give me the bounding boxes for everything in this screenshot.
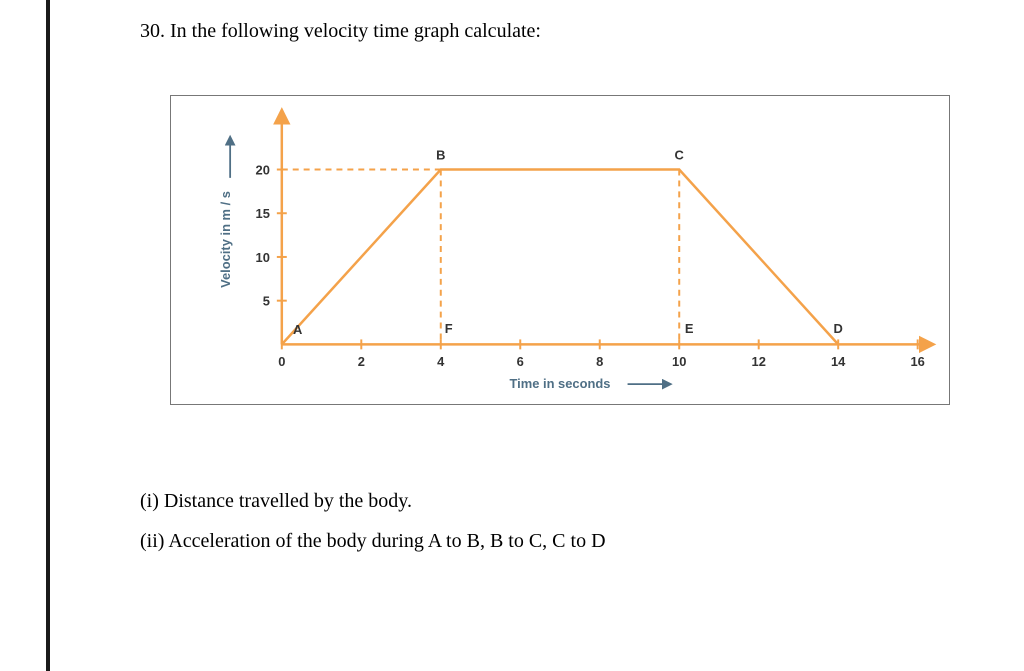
left-margin-bar — [46, 0, 50, 671]
x-tick-label: 14 — [831, 354, 846, 369]
x-tick-label: 10 — [672, 354, 686, 369]
point-label-e: E — [685, 321, 694, 336]
x-axis-label: Time in seconds — [510, 376, 611, 391]
point-label-b: B — [436, 148, 445, 163]
velocity-time-chart: 0 2 4 6 8 10 12 14 16 5 10 15 20 A B C D E F Time in second… — [170, 95, 950, 405]
part-label: (ii) — [140, 530, 164, 552]
point-label-f: F — [445, 321, 453, 336]
x-tick-label: 0 — [278, 354, 285, 369]
x-tick-label: 12 — [752, 354, 766, 369]
point-label-d: D — [834, 321, 843, 336]
question-part-i: (i) Distance travelled by the body. — [140, 490, 412, 513]
y-tick-label: 20 — [256, 162, 270, 177]
part-text: Distance travelled by the body. — [164, 490, 412, 512]
chart-svg: 0 2 4 6 8 10 12 14 16 5 10 15 20 A B C D E F Time in second… — [171, 96, 949, 404]
x-tick-label: 4 — [437, 354, 445, 369]
point-label-a: A — [293, 322, 302, 337]
question-title: 30. In the following velocity time graph… — [140, 20, 541, 43]
x-tick-label: 6 — [517, 354, 524, 369]
part-label: (i) — [140, 490, 159, 512]
question-number: 30. — [140, 20, 165, 42]
point-label-c: C — [675, 148, 684, 163]
question-part-ii: (ii) Acceleration of the body during A t… — [140, 530, 606, 553]
y-axis-label: Velocity in m / s — [218, 191, 233, 288]
y-tick-label: 10 — [256, 250, 270, 265]
y-tick-label: 15 — [256, 206, 270, 221]
part-text: Acceleration of the body during A to B, … — [168, 530, 605, 552]
x-tick-label: 2 — [358, 354, 365, 369]
y-tick-label: 5 — [263, 294, 270, 309]
question-text: In the following velocity time graph cal… — [170, 20, 541, 42]
x-tick-label: 8 — [596, 354, 603, 369]
x-tick-label: 16 — [910, 354, 924, 369]
velocity-line — [282, 170, 838, 345]
